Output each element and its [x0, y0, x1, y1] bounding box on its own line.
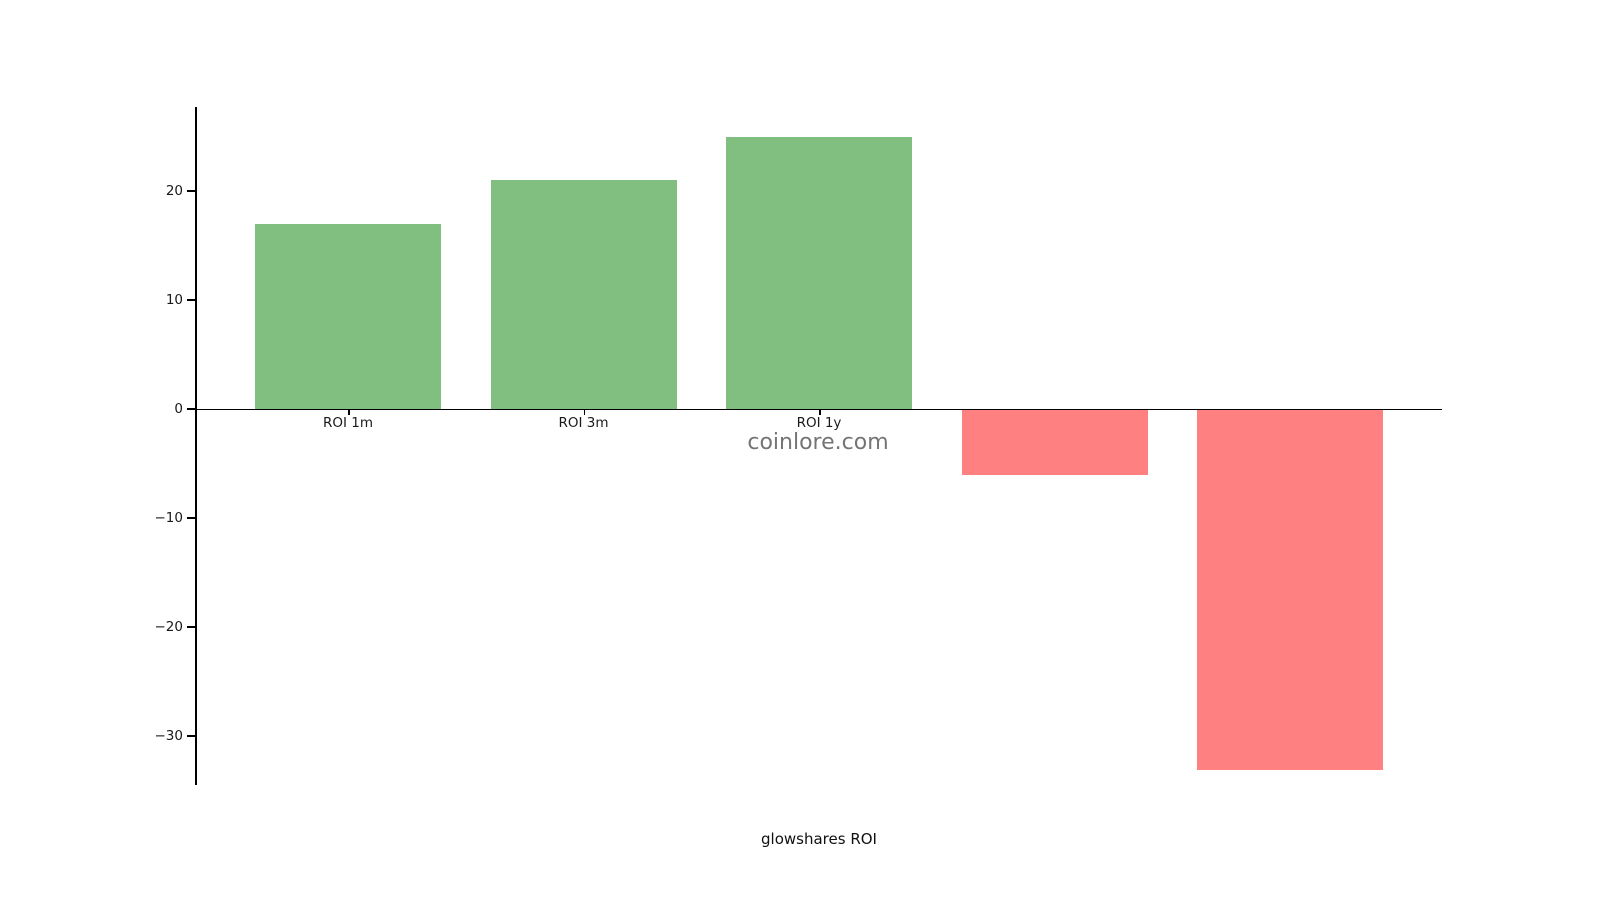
y-tick-label: 20: [165, 183, 183, 199]
y-tick-mark: [187, 190, 195, 192]
x-axis-title: glowshares ROI: [761, 830, 877, 848]
bar-ROI 1m: [255, 223, 441, 409]
y-tick-label: −20: [154, 619, 184, 635]
x-tick-label: ROI 1m: [322, 415, 374, 431]
bar-ROI 1y: [726, 136, 912, 409]
x-tick-mark: [348, 410, 350, 415]
x-tick-label: ROI 3m: [558, 415, 609, 431]
bar-negative-5: [1197, 410, 1383, 770]
y-tick-label: −10: [154, 510, 184, 526]
x-tick-mark: [819, 410, 821, 415]
y-tick-mark: [187, 408, 195, 410]
y-tick-mark: [187, 299, 195, 301]
y-tick-mark: [187, 517, 195, 519]
bar-ROI 3m: [490, 180, 677, 409]
y-tick-mark: [187, 735, 195, 737]
watermark-text: coinlore.com: [747, 430, 889, 455]
y-tick-mark: [187, 626, 195, 628]
x-tick-label: ROI 1y: [796, 415, 842, 431]
y-tick-label: 0: [174, 401, 183, 417]
y-tick-label: 10: [165, 292, 183, 308]
y-axis-line: [195, 107, 197, 785]
y-tick-label: −30: [154, 728, 184, 744]
x-axis-zero-line: [195, 408, 1442, 410]
x-tick-mark: [583, 410, 585, 415]
bar-negative-4: [961, 410, 1148, 476]
